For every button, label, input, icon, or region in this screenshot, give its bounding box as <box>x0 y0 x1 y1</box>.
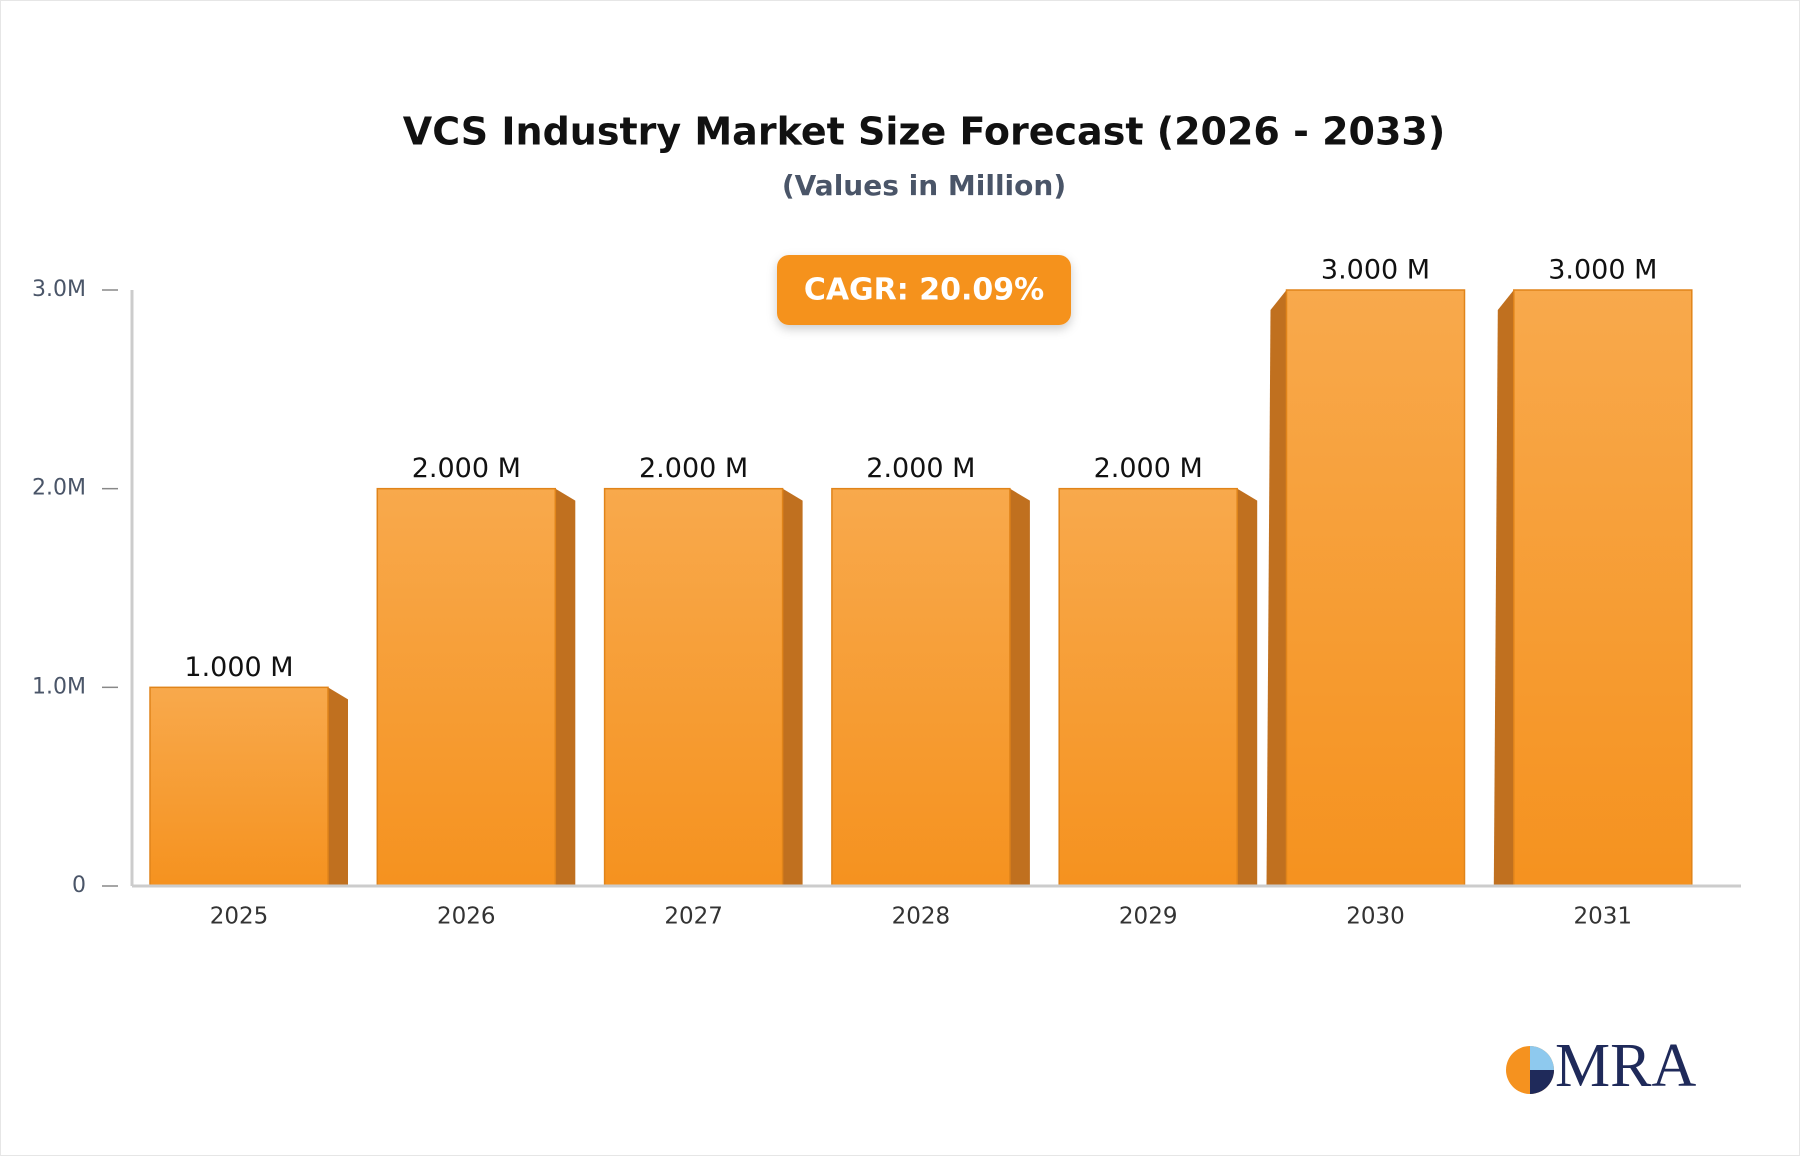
bar <box>603 487 784 887</box>
value-label: 2.000 M <box>412 453 521 484</box>
logo-icon-slice <box>1530 1070 1554 1094</box>
value-label: 2.000 M <box>639 453 748 484</box>
x-tick-label: 2031 <box>1574 904 1633 930</box>
bar <box>1058 487 1238 887</box>
x-tick-label: 2029 <box>1119 904 1178 930</box>
y-tick-label: 1.0M <box>32 674 86 699</box>
cagr-label: CAGR: 20.09% <box>804 273 1044 308</box>
bar-side <box>1493 290 1514 886</box>
x-tick-label: 2030 <box>1346 904 1405 930</box>
y-tick-label: 2.0M <box>32 476 86 501</box>
bar-side <box>1237 488 1258 886</box>
bar <box>1513 289 1693 887</box>
logo-icon-slice <box>1530 1046 1554 1070</box>
x-tick-label: 2025 <box>210 904 269 930</box>
logo-text: MRA <box>1555 1032 1696 1100</box>
bar <box>376 487 557 887</box>
value-label: 3.000 M <box>1548 255 1657 286</box>
bar-side <box>1266 290 1287 886</box>
x-tick-label: 2026 <box>437 904 496 930</box>
value-label: 3.000 M <box>1321 255 1430 286</box>
chart-title: VCS Industry Market Size Forecast (2026 … <box>403 110 1445 154</box>
bar-side <box>1009 488 1030 886</box>
value-label: 2.000 M <box>866 453 975 484</box>
x-tick-label: 2027 <box>664 904 723 930</box>
bar <box>1285 289 1466 887</box>
y-tick-label: 3.0M <box>32 277 86 302</box>
bar-side <box>555 488 576 886</box>
bar <box>149 686 329 887</box>
value-label: 1.000 M <box>184 652 293 683</box>
chart-subtitle: (Values in Million) <box>782 169 1066 202</box>
logo: MRA <box>1506 1032 1696 1100</box>
bar-side <box>328 687 348 886</box>
x-tick-label: 2028 <box>892 904 951 930</box>
cagr-badge <box>777 255 1071 325</box>
bar <box>831 487 1011 887</box>
y-tick-label: 0 <box>72 873 86 898</box>
bar-side <box>782 488 803 886</box>
value-label: 2.000 M <box>1094 453 1203 484</box>
plot: 0 1.0M 2.0M 3.0M 2025 1.000 M 2026 2.000 M 2027 2… <box>32 255 1741 930</box>
